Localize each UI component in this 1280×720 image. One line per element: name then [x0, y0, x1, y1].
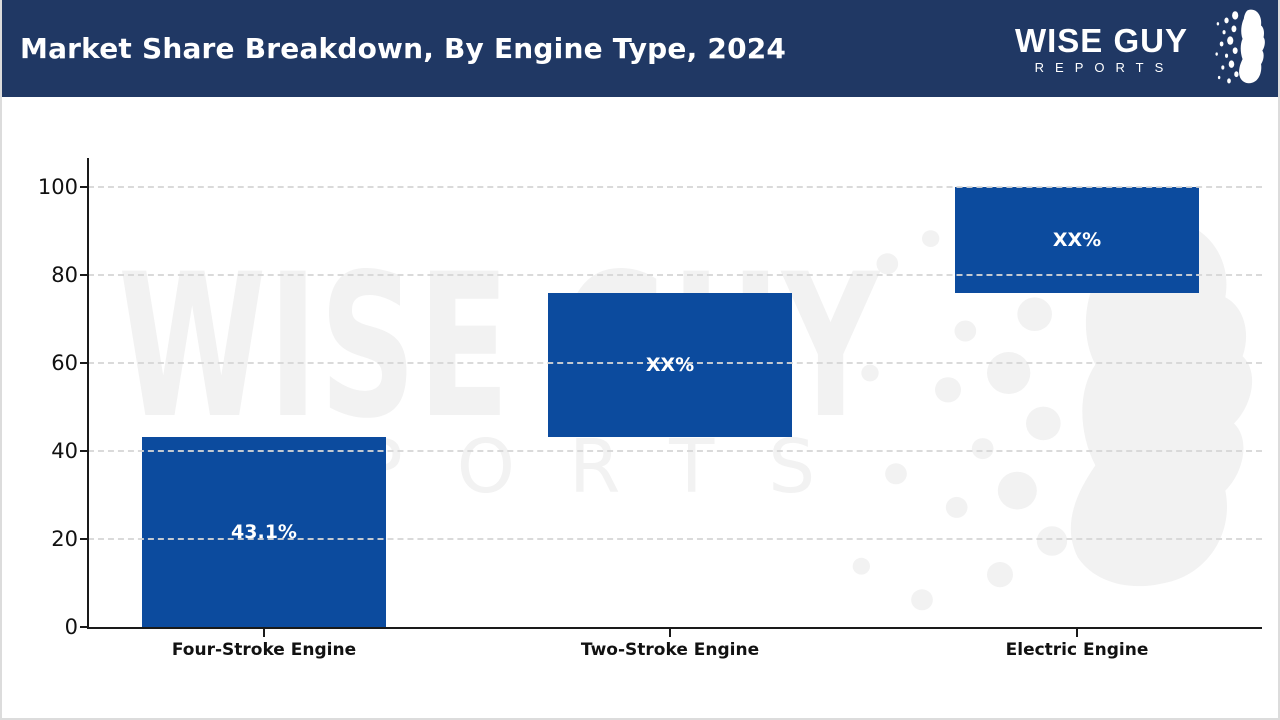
wiseguy-face-icon	[1215, 9, 1265, 83]
x-axis-line	[87, 627, 1262, 629]
bar-value-label-2: XX%	[1052, 229, 1102, 252]
x-tick-label-0: Four-Stroke Engine	[171, 640, 357, 660]
bar-1	[548, 293, 792, 438]
y-tick-label-0: 0	[64, 615, 78, 639]
y-tick-80	[80, 274, 88, 276]
y-tick-100	[80, 186, 88, 188]
wiseguy-logo-reports: REPORTS	[1034, 59, 1175, 75]
bar-value-label-1: XX%	[645, 354, 695, 377]
y-tick-label-40: 40	[51, 439, 78, 463]
gridline-60	[88, 362, 1262, 364]
y-tick-label-100: 100	[37, 175, 78, 199]
x-tick-label-2: Electric Engine	[1005, 640, 1149, 660]
y-tick-label-20: 20	[51, 527, 78, 551]
y-tick-label-60: 60	[51, 351, 78, 375]
x-tick-0	[263, 629, 265, 637]
page-title: Market Share Breakdown, By Engine Type, …	[20, 32, 787, 65]
watermark-face-icon	[852, 218, 1253, 611]
gridline-80	[88, 274, 1262, 276]
wiseguy-logo-text: WISE GUY REPORTS	[1015, 24, 1188, 74]
y-tick-40	[80, 450, 88, 452]
header-bar: Market Share Breakdown, By Engine Type, …	[0, 0, 1280, 97]
x-tick-1	[669, 629, 671, 637]
y-axis-line	[87, 158, 89, 629]
y-tick-label-80: 80	[51, 263, 78, 287]
bar-0	[142, 437, 386, 627]
x-tick-label-1: Two-Stroke Engine	[580, 640, 760, 660]
gridline-100	[88, 186, 1262, 188]
wiseguy-logo: WISE GUY REPORTS	[1015, 7, 1266, 91]
x-tick-2	[1076, 629, 1078, 637]
y-tick-60	[80, 362, 88, 364]
wiseguy-logo-name: WISE GUY	[1014, 21, 1188, 59]
y-tick-0	[80, 626, 88, 628]
bar-value-label-0: 43.1%	[231, 521, 297, 544]
gridline-40	[88, 450, 1262, 452]
y-tick-20	[80, 538, 88, 540]
gridline-20	[88, 538, 1262, 540]
